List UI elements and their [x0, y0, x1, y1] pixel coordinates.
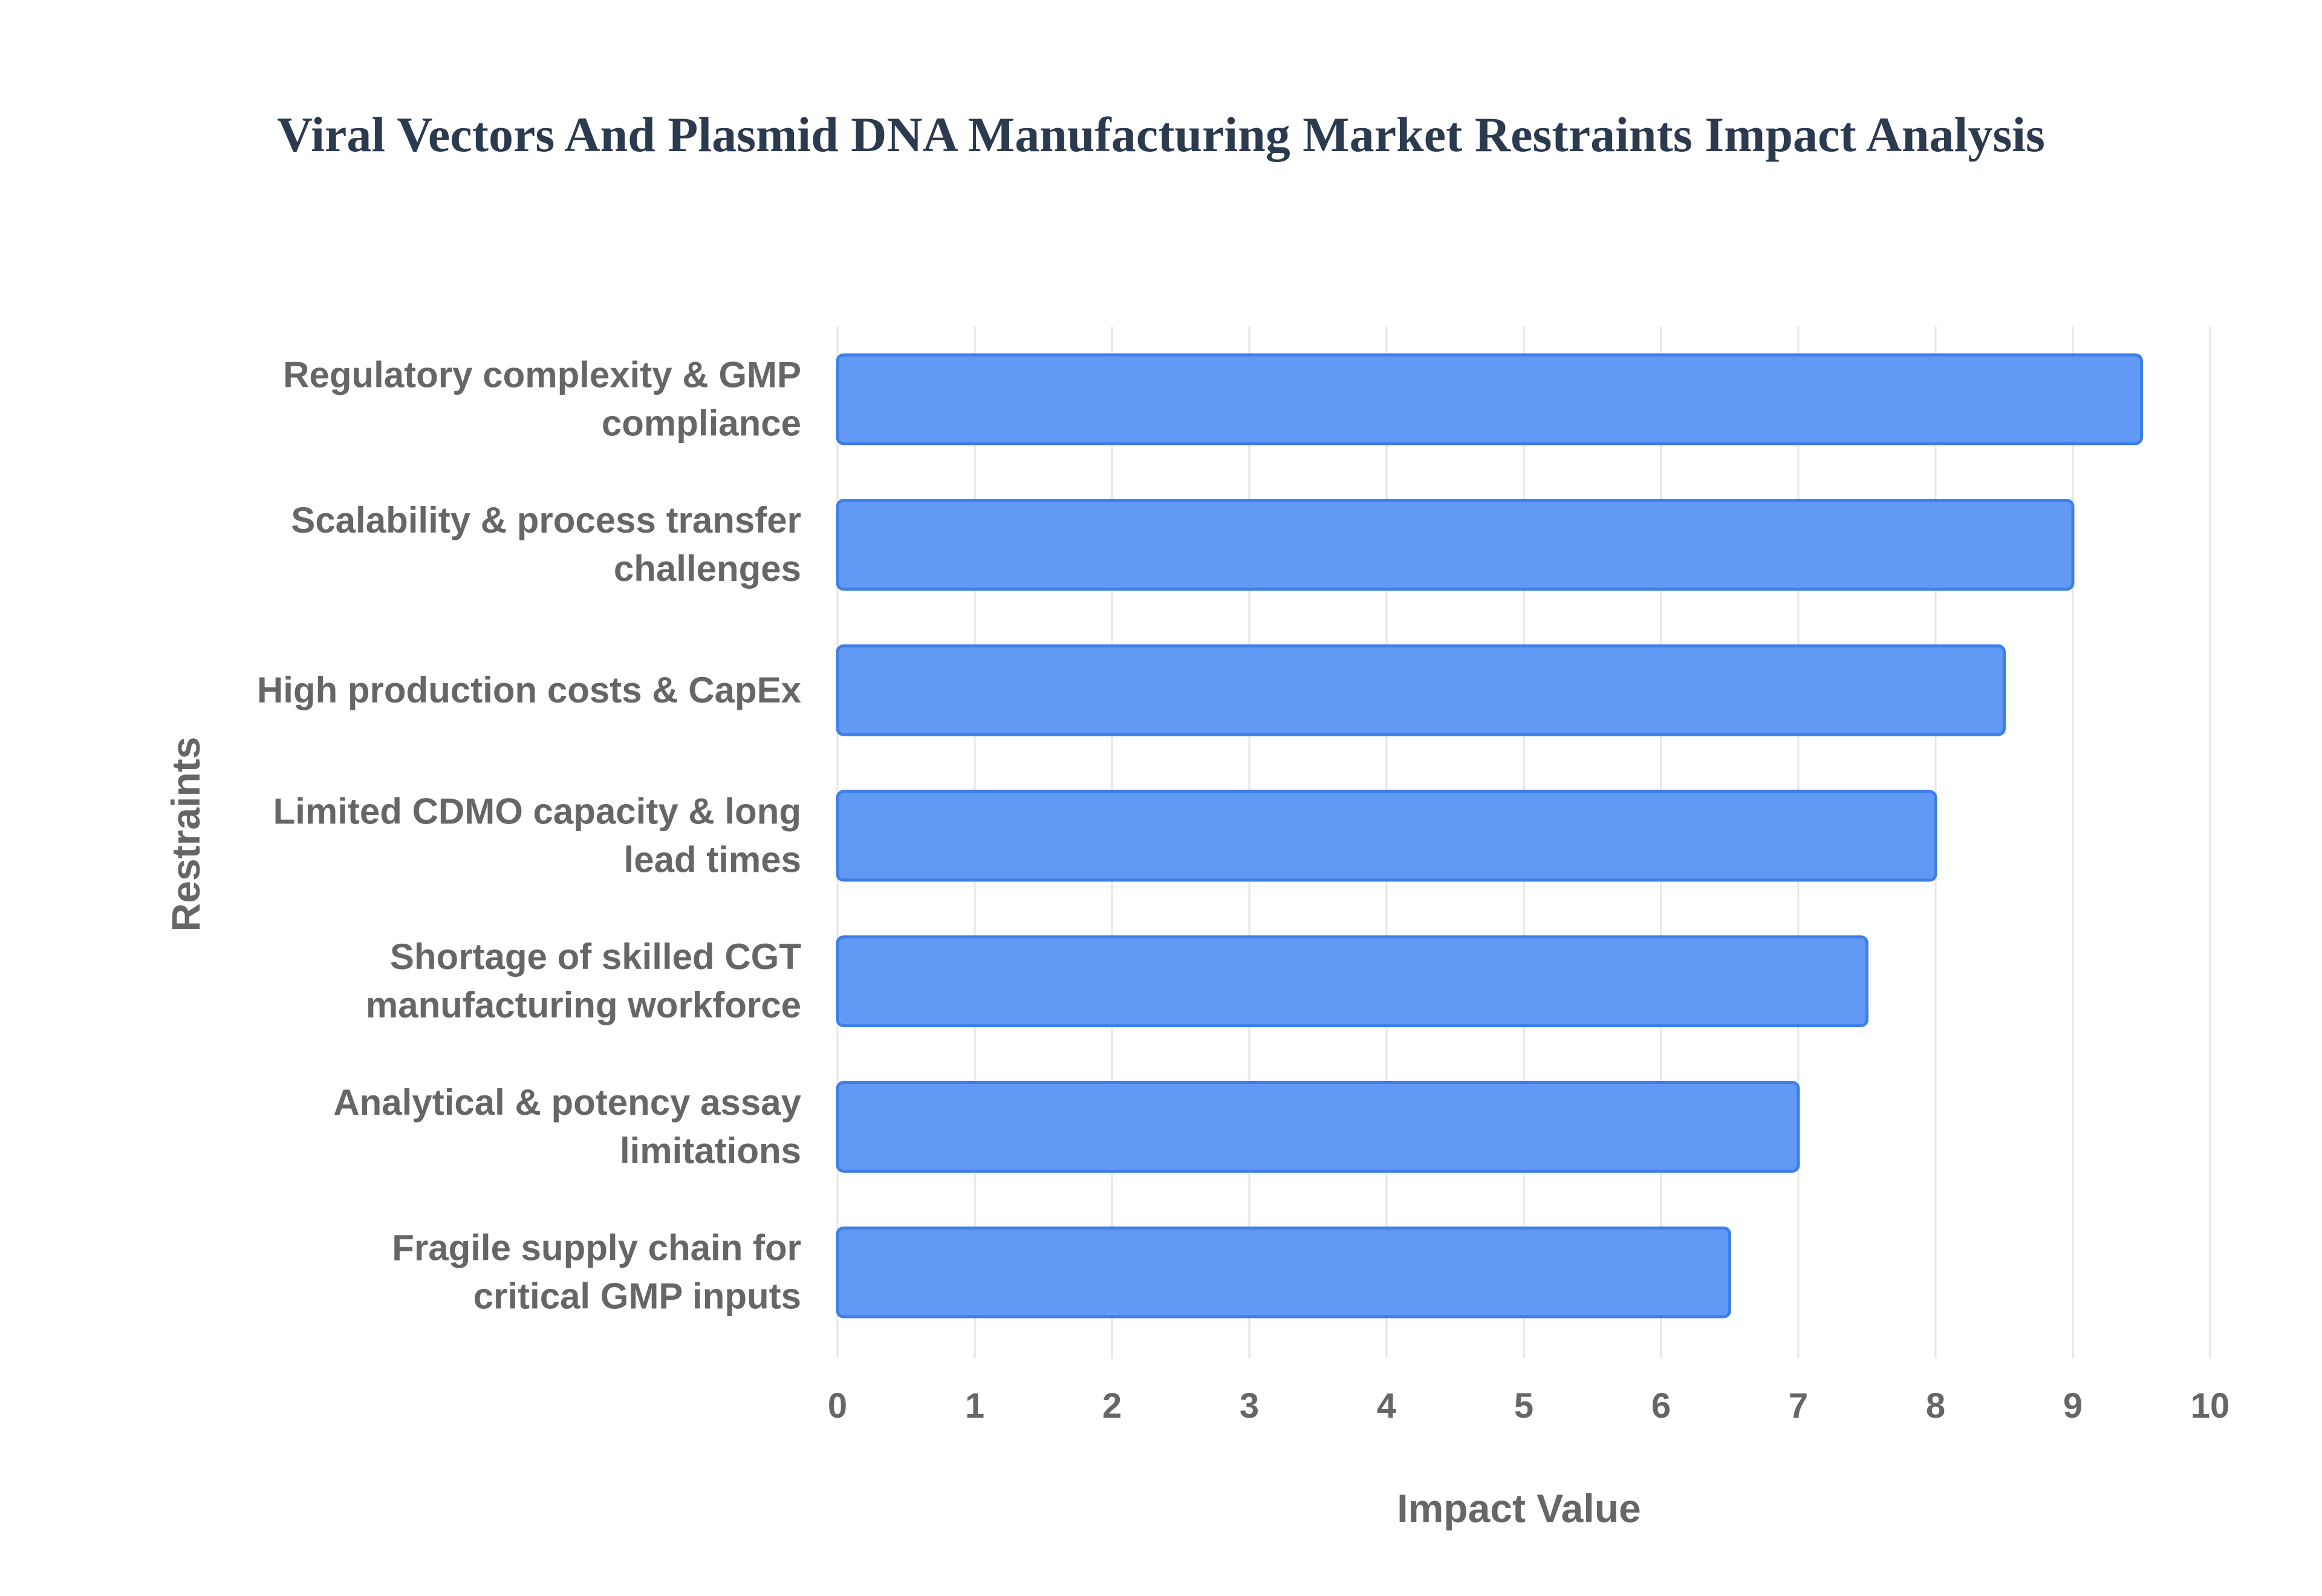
- x-tick-label: 8: [1926, 1386, 1945, 1426]
- x-axis-title: Impact Value: [1397, 1486, 1641, 1531]
- category-label-line: challenges: [614, 548, 801, 589]
- category-label: Regulatory complexity & GMP compliance: [283, 354, 801, 443]
- x-tick-label: 0: [828, 1386, 847, 1426]
- chart-title: Viral Vectors And Plasmid DNA Manufactur…: [277, 107, 2045, 162]
- y-axis-title: Restraints: [163, 737, 208, 932]
- category-label: Scalability & process transfer challenges: [291, 500, 801, 589]
- category-label-line: Analytical & potency assay: [333, 1082, 801, 1123]
- category-label-line: critical GMP inputs: [473, 1276, 801, 1317]
- bars: [836, 353, 2143, 1319]
- x-tick-label: 9: [2063, 1386, 2083, 1426]
- x-tick-label: 5: [1514, 1386, 1533, 1426]
- category-labels: Regulatory complexity & GMP compliance Sca…: [257, 354, 802, 1316]
- category-label: Analytical & potency assay limitations: [333, 1082, 801, 1171]
- bar[interactable]: [836, 790, 1937, 882]
- bar[interactable]: [836, 353, 2143, 446]
- category-label-line: Regulatory complexity & GMP: [283, 354, 801, 395]
- category-label-line: Fragile supply chain for: [392, 1228, 801, 1268]
- bar[interactable]: [836, 935, 1868, 1028]
- category-label-line: Limited CDMO capacity & long: [273, 791, 801, 832]
- bar[interactable]: [836, 1081, 1800, 1173]
- x-tick-label: 1: [965, 1386, 984, 1426]
- category-label-line: lead times: [624, 840, 801, 880]
- bar[interactable]: [836, 499, 2075, 591]
- bar[interactable]: [836, 644, 2006, 736]
- category-label: Limited CDMO capacity & long lead times: [273, 791, 801, 880]
- x-tick-label: 3: [1240, 1386, 1259, 1426]
- category-label-line: compliance: [602, 403, 801, 443]
- x-tick-label: 4: [1377, 1386, 1396, 1426]
- category-label: High production costs & CapEx: [257, 670, 801, 710]
- category-label-line: limitations: [620, 1130, 801, 1171]
- category-label: Fragile supply chain for critical GMP inp…: [392, 1228, 801, 1317]
- x-tick-label: 10: [2191, 1386, 2230, 1426]
- category-label: Shortage of skilled CGT manufacturing wor…: [366, 936, 801, 1025]
- x-tick-label: 7: [1789, 1386, 1808, 1426]
- category-label-line: Shortage of skilled CGT: [390, 936, 801, 977]
- category-label-line: High production costs & CapEx: [257, 670, 801, 710]
- category-label-line: manufacturing workforce: [366, 985, 801, 1025]
- x-tick-label: 2: [1102, 1386, 1122, 1426]
- bar[interactable]: [836, 1226, 1731, 1319]
- category-label-line: Scalability & process transfer: [291, 500, 801, 540]
- x-tick-label: 6: [1651, 1386, 1671, 1426]
- x-tick-labels: 0 1 2 3 4 5 6 7 8 9 10: [828, 1386, 2229, 1426]
